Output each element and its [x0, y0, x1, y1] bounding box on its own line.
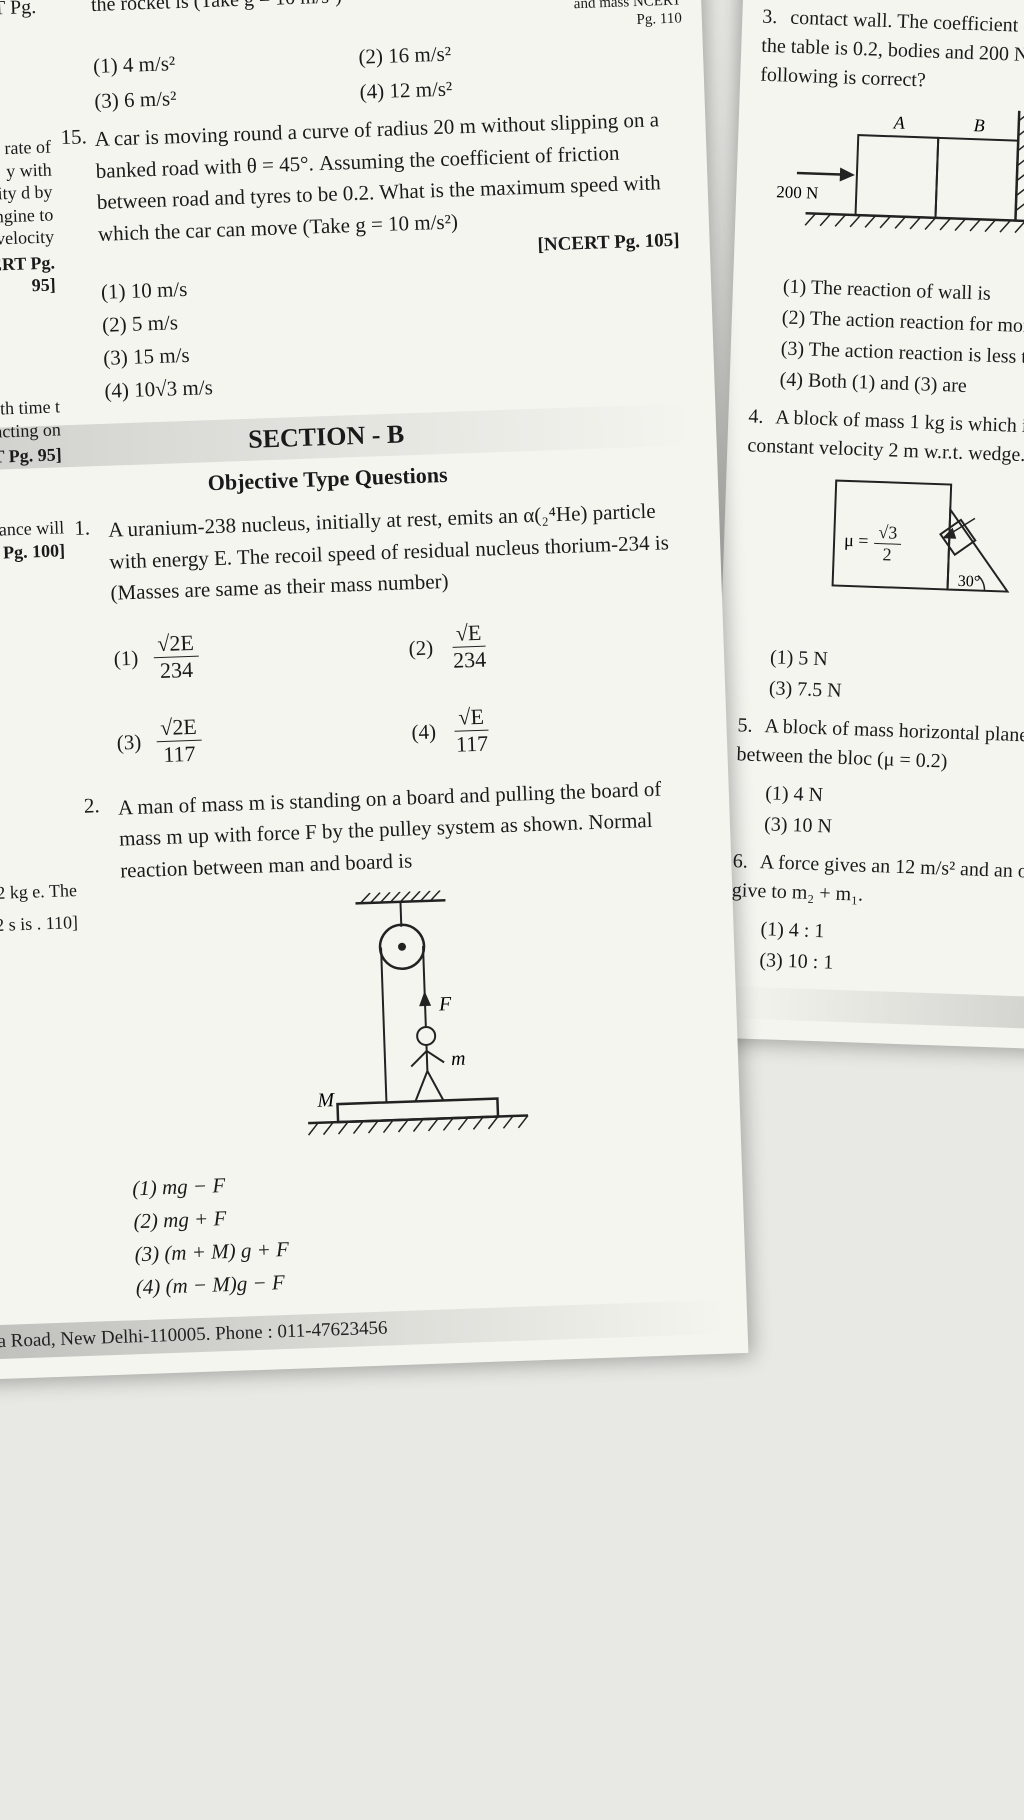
q4-num: 4.	[748, 405, 764, 428]
side-ref-4: ss 2 kg e. The 2 s is . 110]	[0, 874, 79, 942]
blocks-diagram: A B 200 N	[774, 102, 1024, 272]
left-page: NCERT Pg. 105] the rocket is (Take g = 1…	[0, 0, 748, 1380]
angle-label: 30°	[957, 573, 980, 591]
q14-opt1: (1) 4 m/s²	[93, 45, 359, 79]
pulley-diagram: F m M	[260, 887, 549, 1157]
q1-opt3-frac: √2E 117	[156, 713, 202, 768]
q1-opt2-num: (2)	[408, 634, 449, 660]
dia-A-label: A	[892, 112, 906, 132]
q1-num: 1.	[74, 515, 105, 541]
q15-text: A car is moving round a curve of radius …	[94, 103, 688, 250]
q4-opt3: (3) 7.5 N	[769, 677, 1024, 716]
q1-opt4-frac: √E 117	[451, 703, 493, 757]
corpor-label: Corpor	[727, 986, 1024, 1035]
q6-text: A force gives an 12 m/s² and an of 10 m/…	[731, 851, 1024, 906]
q14-opt3: (3) 6 m/s²	[94, 80, 360, 114]
q14-opt4: (4) 12 m/s²	[359, 76, 452, 104]
q5-num: 5.	[737, 714, 753, 737]
side-ref-3: alance will	[0, 516, 65, 542]
mu-label: μ =	[844, 530, 869, 551]
q5-text: A block of mass horizontal plane. A F = …	[736, 715, 1024, 772]
q1-opt3-num: (3)	[116, 729, 157, 755]
side-ref-3b: T Pg. 100]	[0, 539, 65, 565]
top-ref: NCERT Pg. 105]	[0, 0, 62, 53]
side-ref-2: s with time t ce acting on	[0, 395, 61, 443]
q1-opt2-frac: √E 234	[448, 619, 491, 673]
dia-m-label: m	[450, 1048, 465, 1070]
q5-opt3: (3) 10 N	[764, 813, 1024, 852]
wedge-diagram: μ = √3 2 30°	[771, 473, 1016, 641]
q3-num: 3.	[762, 6, 778, 29]
q1-opt4-num: (4)	[411, 718, 452, 744]
q14-opt2: (2) 16 m/s²	[358, 42, 451, 70]
q3-text: contact wall. The coefficient of frictio…	[760, 7, 1024, 92]
dia-F-label: F	[437, 993, 452, 1015]
q1-opt1-frac: √2E 234	[153, 629, 199, 684]
q6-num: 6.	[733, 850, 749, 873]
dia-M-label: M	[315, 1089, 335, 1112]
q1-text: A uranium-238 nucleus, initially at rest…	[108, 494, 701, 609]
q2-text: A man of mass m is standing on a board a…	[117, 772, 710, 887]
q1-opt1-num: (1)	[113, 645, 154, 671]
footer: a Road, New Delhi-110005. Phone : 011-47…	[0, 1300, 728, 1360]
right-page: 3. contact wall. The coefficient of fric…	[707, 0, 1024, 1055]
side-ref-1: at the rate of y with velocity d by engi…	[0, 136, 54, 252]
q6-opt3: (3) 10 : 1	[759, 949, 1024, 988]
q15-num: 15.	[60, 124, 91, 150]
dia-force-label: 200 N	[776, 182, 819, 202]
side-ref-1b: CERT Pg. 95]	[0, 251, 56, 299]
q2-num: 2.	[83, 792, 114, 818]
side-ref-2b: ERT Pg. 95]	[0, 443, 62, 469]
top-text: the rocket is (Take g = 10 m/s²)	[91, 0, 562, 17]
q4-text: A block of mass 1 kg is which is fixed o…	[747, 406, 1024, 468]
q3-opt4: (4) Both (1) and (3) are	[779, 369, 1024, 408]
dia-B-label: B	[973, 115, 985, 135]
top-tag2: NCERT Pg. 110	[633, 0, 682, 28]
